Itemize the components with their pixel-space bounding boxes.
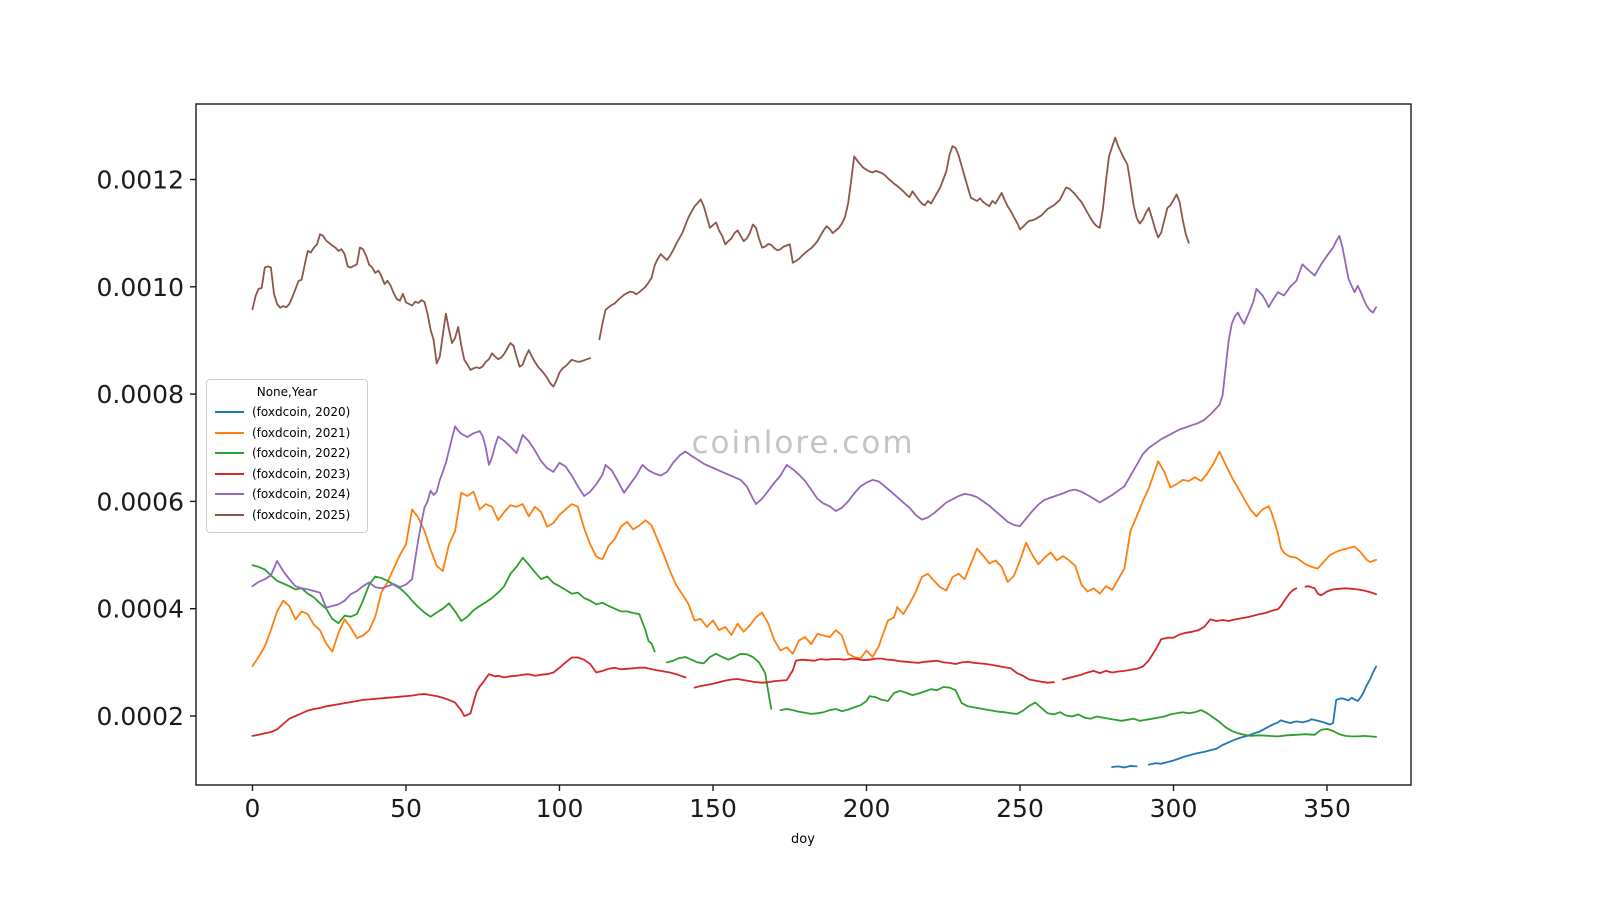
watermark: coinlore.com bbox=[691, 425, 915, 461]
legend-entry-label: (foxdcoin, 2025) bbox=[252, 507, 351, 522]
legend-entry-label: (foxdcoin, 2024) bbox=[252, 487, 351, 502]
y-tick-label: 0.0004 bbox=[97, 595, 184, 624]
series-line-foxdcoin-2023 bbox=[251, 585, 1377, 737]
legend-title: None,Year bbox=[256, 385, 318, 399]
legend-line-swatch-2025 bbox=[215, 513, 244, 516]
legend-line-swatch-2024 bbox=[215, 493, 244, 496]
x-axis-label: doy bbox=[791, 832, 815, 847]
legend-entry-label: (foxdcoin, 2021) bbox=[252, 425, 351, 440]
legend-entry: (foxdcoin, 2023) bbox=[213, 464, 361, 485]
legend-line-swatch-2020 bbox=[215, 411, 244, 414]
y-tick-label: 0.0002 bbox=[97, 702, 184, 731]
y-tick-label: 0.0006 bbox=[97, 487, 184, 516]
legend-entry-label: (foxdcoin, 2023) bbox=[252, 466, 351, 481]
x-tick-label: 50 bbox=[390, 794, 422, 823]
plot-border bbox=[195, 103, 1412, 786]
x-tick-label: 0 bbox=[245, 794, 261, 823]
x-tick-label: 200 bbox=[843, 794, 891, 823]
y-tick-label: 0.0008 bbox=[97, 380, 184, 409]
series-line-foxdcoin-2024 bbox=[251, 234, 1377, 609]
series-line-foxdcoin-2025 bbox=[251, 136, 1190, 388]
series-line-foxdcoin-2020 bbox=[1111, 665, 1377, 769]
legend-line-swatch-2023 bbox=[215, 472, 244, 475]
x-tick-label: 250 bbox=[996, 794, 1044, 823]
y-tick-label: 0.0010 bbox=[97, 273, 184, 302]
legend: None,Year (foxdcoin, 2020) (foxdcoin, 20… bbox=[206, 379, 368, 533]
x-tick-label: 150 bbox=[689, 794, 737, 823]
legend-entry: (foxdcoin, 2025) bbox=[213, 505, 361, 526]
legend-entry-label: (foxdcoin, 2022) bbox=[252, 446, 351, 461]
x-tick-label: 100 bbox=[536, 794, 584, 823]
legend-line-swatch-2021 bbox=[215, 431, 244, 434]
x-tick-label: 300 bbox=[1150, 794, 1198, 823]
legend-entry: (foxdcoin, 2024) bbox=[213, 484, 361, 505]
y-tick-label: 0.0012 bbox=[97, 166, 184, 195]
series-line-foxdcoin-2021 bbox=[251, 450, 1377, 667]
series-line-foxdcoin-2022 bbox=[251, 556, 1377, 738]
legend-entry: (foxdcoin, 2022) bbox=[213, 443, 361, 464]
legend-entry: (foxdcoin, 2020) bbox=[213, 402, 361, 423]
legend-entry-label: (foxdcoin, 2020) bbox=[252, 405, 351, 420]
x-tick-label: 350 bbox=[1303, 794, 1351, 823]
legend-entry: (foxdcoin, 2021) bbox=[213, 423, 361, 444]
legend-line-swatch-2022 bbox=[215, 452, 244, 455]
